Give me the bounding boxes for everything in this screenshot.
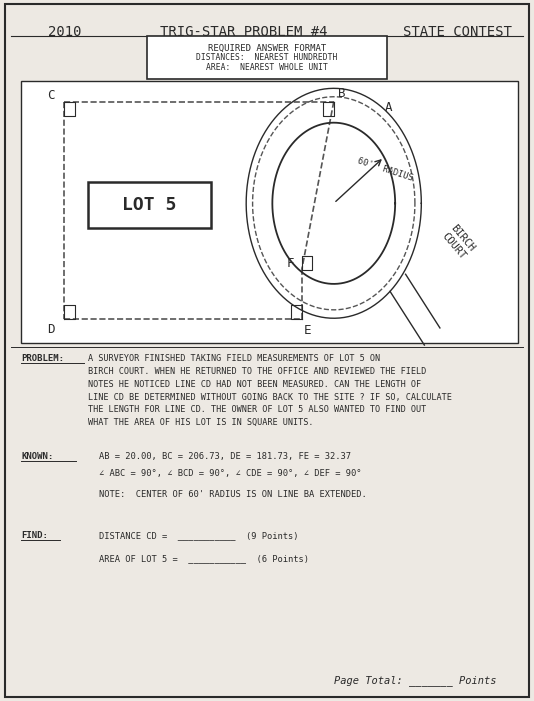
Text: DISTANCES:  NEAREST HUNDREDTH: DISTANCES: NEAREST HUNDREDTH (197, 53, 337, 62)
Bar (21, 81, 518, 343)
Text: REQUIRED ANSWER FORMAT: REQUIRED ANSWER FORMAT (208, 43, 326, 53)
Bar (88, 182, 211, 228)
Text: KNOWN:: KNOWN: (21, 452, 53, 461)
Text: STATE CONTEST: STATE CONTEST (403, 25, 512, 39)
Text: PROBLEM:: PROBLEM: (21, 354, 65, 363)
Text: B: B (338, 87, 345, 100)
Text: A SURVEYOR FINISHED TAKING FIELD MEASUREMENTS OF LOT 5 ON
BIRCH COURT. WHEN HE R: A SURVEYOR FINISHED TAKING FIELD MEASURE… (88, 354, 452, 427)
Text: DISTANCE CD =  ___________  (9 Points): DISTANCE CD = ___________ (9 Points) (99, 531, 299, 540)
Text: 2010: 2010 (48, 25, 82, 39)
Text: C: C (47, 89, 54, 102)
Text: AREA OF LOT 5 =  ___________  (6 Points): AREA OF LOT 5 = ___________ (6 Points) (99, 554, 309, 563)
Text: BIRCH
COURT: BIRCH COURT (440, 223, 477, 261)
Text: F: F (287, 257, 294, 270)
Text: AB = 20.00, BC = 206.73, DE = 181.73, FE = 32.37: AB = 20.00, BC = 206.73, DE = 181.73, FE… (99, 452, 351, 461)
Text: 60'  RADIUS: 60' RADIUS (356, 156, 414, 182)
Text: FIND:: FIND: (21, 531, 48, 540)
Text: ∠ ABC = 90°, ∠ BCD = 90°, ∠ CDE = 90°, ∠ DEF = 90°: ∠ ABC = 90°, ∠ BCD = 90°, ∠ CDE = 90°, ∠… (99, 469, 362, 478)
Text: Page Total: _______ Points: Page Total: _______ Points (334, 674, 497, 686)
Text: TRIG-STAR PROBLEM #4: TRIG-STAR PROBLEM #4 (160, 25, 328, 39)
Text: A: A (384, 101, 392, 114)
FancyBboxPatch shape (147, 36, 387, 79)
Text: AREA:  NEAREST WHOLE UNIT: AREA: NEAREST WHOLE UNIT (206, 63, 328, 72)
Text: NOTE:  CENTER OF 60' RADIUS IS ON LINE BA EXTENDED.: NOTE: CENTER OF 60' RADIUS IS ON LINE BA… (99, 490, 366, 499)
Text: D: D (47, 323, 54, 336)
Text: E: E (304, 325, 311, 337)
Text: LOT 5: LOT 5 (122, 196, 177, 214)
